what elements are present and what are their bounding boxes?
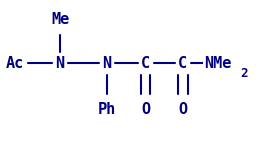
Text: N: N (56, 56, 65, 71)
Text: NMe: NMe (204, 56, 231, 71)
Text: Ac: Ac (6, 56, 24, 71)
Text: C: C (178, 56, 187, 71)
Text: Me: Me (51, 12, 69, 27)
Text: O: O (141, 103, 150, 117)
Text: Ph: Ph (98, 103, 116, 117)
Text: 2: 2 (241, 67, 248, 80)
Text: O: O (178, 103, 187, 117)
Text: N: N (102, 56, 111, 71)
Text: C: C (141, 56, 150, 71)
